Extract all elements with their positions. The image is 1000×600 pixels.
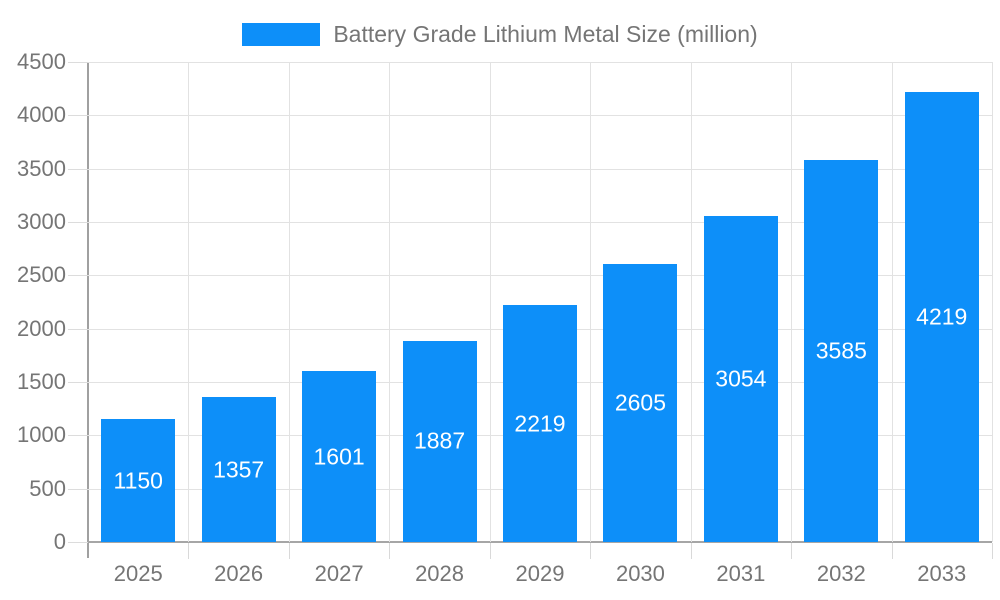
bar-value-label: 1601 bbox=[313, 443, 365, 470]
v-gridline bbox=[690, 62, 692, 542]
h-gridline bbox=[88, 275, 992, 277]
y-axis-tick bbox=[68, 328, 88, 330]
h-gridline bbox=[88, 222, 992, 223]
y-tick-label: 1500 bbox=[17, 369, 66, 394]
x-tick-label: 2032 bbox=[816, 561, 866, 586]
x-axis-tick bbox=[489, 543, 491, 559]
v-gridline bbox=[992, 62, 993, 542]
y-tick-label: 500 bbox=[29, 475, 66, 501]
y-axis-tick bbox=[68, 115, 88, 117]
x-axis-tick bbox=[288, 543, 290, 559]
x-axis-tick bbox=[992, 543, 993, 559]
y-tick-label: 1000 bbox=[17, 422, 66, 448]
y-axis-tick bbox=[68, 542, 88, 543]
legend: Battery Grade Lithium Metal Size (millio… bbox=[0, 21, 1000, 48]
bar-value-label: 2219 bbox=[514, 410, 566, 437]
bar-2025 bbox=[101, 419, 176, 542]
x-tick-label: 2026 bbox=[214, 561, 264, 586]
x-tick-label: 2031 bbox=[716, 561, 766, 586]
y-axis-tick bbox=[68, 62, 88, 63]
h-gridline bbox=[88, 115, 992, 117]
y-tick-label: 2500 bbox=[17, 262, 66, 288]
y-axis-tick bbox=[68, 168, 88, 170]
h-gridline bbox=[88, 168, 992, 170]
x-tick-label: 2030 bbox=[615, 561, 665, 586]
y-tick-label: 0 bbox=[53, 529, 66, 554]
bar-value-label: 2605 bbox=[614, 389, 667, 416]
plot-area: 1150 1357 1601 1887 2219 2605 3054 3585 4219 bbox=[88, 62, 993, 543]
v-gridline bbox=[489, 62, 491, 542]
y-tick-label: 4500 bbox=[17, 49, 66, 74]
bar-value-label: 3054 bbox=[715, 365, 767, 392]
x-axis-tick bbox=[188, 543, 190, 559]
y-tick-label: 3500 bbox=[17, 155, 66, 181]
x-axis-tick bbox=[690, 543, 692, 559]
bar-2033 bbox=[904, 91, 979, 542]
bar-2028 bbox=[402, 340, 477, 542]
bar-value-label: 4219 bbox=[916, 303, 968, 330]
bar-value-label: 1887 bbox=[413, 427, 466, 454]
legend-label: Battery Grade Lithium Metal Size (millio… bbox=[333, 21, 758, 47]
v-gridline bbox=[288, 62, 290, 542]
h-gridline bbox=[88, 541, 992, 543]
v-gridline bbox=[891, 62, 893, 542]
h-gridline bbox=[88, 62, 992, 63]
bar-2030 bbox=[603, 264, 678, 542]
bar-2027 bbox=[302, 371, 377, 542]
x-axis-tick bbox=[891, 543, 893, 559]
bar-2029 bbox=[503, 305, 577, 542]
x-tick-label: 2025 bbox=[113, 561, 163, 586]
bar-2032 bbox=[804, 159, 879, 542]
y-axis-tick bbox=[68, 222, 88, 223]
x-axis-tick bbox=[590, 543, 592, 559]
y-axis-tick bbox=[68, 435, 88, 437]
bar-2026 bbox=[201, 397, 276, 542]
x-tick-label: 2027 bbox=[314, 561, 364, 586]
y-axis-tick bbox=[68, 275, 88, 277]
v-gridline bbox=[389, 62, 391, 542]
x-tick-label: 2028 bbox=[415, 561, 465, 586]
v-gridline bbox=[590, 62, 592, 542]
y-tick-label: 4000 bbox=[17, 102, 66, 128]
x-tick-label: 2029 bbox=[515, 561, 565, 586]
y-axis-tick bbox=[68, 488, 88, 490]
x-tick-label: 2033 bbox=[917, 561, 967, 586]
v-gridline bbox=[188, 62, 190, 542]
bar-value-label: 1357 bbox=[213, 456, 265, 483]
bar-value-label: 1150 bbox=[113, 467, 163, 494]
v-gridline bbox=[791, 62, 793, 542]
x-axis-tick bbox=[791, 543, 793, 559]
y-tick-label: 2000 bbox=[17, 315, 66, 341]
bar-value-label: 3585 bbox=[815, 337, 867, 364]
bar-2031 bbox=[703, 216, 778, 542]
y-axis-line bbox=[87, 62, 89, 558]
y-tick-label: 3000 bbox=[17, 209, 66, 234]
y-axis-tick bbox=[68, 382, 88, 383]
legend-swatch bbox=[242, 23, 321, 46]
x-axis-tick bbox=[389, 543, 391, 559]
